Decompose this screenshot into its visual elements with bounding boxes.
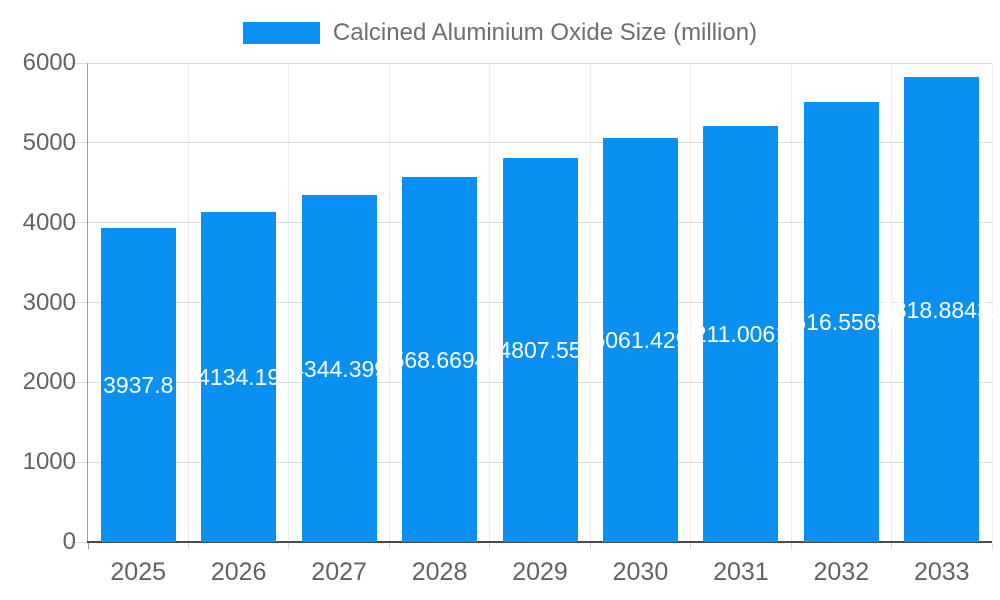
bar[interactable] [100, 227, 176, 542]
y-axis-line [87, 63, 88, 542]
legend-label: Calcined Aluminium Oxide Size (million) [332, 19, 758, 46]
y-tick-label: 1000 [22, 448, 76, 476]
bar-value-label: 5818.88433 [881, 296, 1000, 323]
y-axis-tick [70, 62, 88, 64]
gridline-horizontal [88, 142, 992, 144]
bar[interactable] [904, 77, 980, 542]
x-axis-tick [187, 543, 189, 549]
x-tick-label: 2031 [713, 558, 769, 586]
bar-value-label: 5211.00615 [680, 320, 801, 347]
legend-swatch [242, 22, 320, 44]
y-tick-label: 4000 [22, 208, 76, 236]
y-axis-tick [70, 222, 88, 224]
y-axis-tick [70, 142, 88, 144]
x-tick-label: 2026 [210, 558, 267, 586]
bar[interactable] [803, 101, 879, 542]
bar-value-label: 5516.55659 [780, 308, 903, 335]
x-axis-tick [891, 543, 893, 549]
x-tick-label: 2027 [311, 558, 367, 586]
x-axis-tick [388, 543, 390, 549]
bar[interactable] [703, 125, 779, 542]
x-axis-tick [790, 543, 792, 549]
x-axis-tick [87, 543, 89, 549]
y-axis-tick [70, 381, 88, 383]
y-tick-label: 5000 [22, 128, 76, 156]
x-axis-tick [991, 543, 993, 549]
legend: Calcined Aluminium Oxide Size (million) [0, 19, 1000, 46]
y-axis-tick [70, 302, 88, 303]
bar-value-label: 4344.399 [291, 355, 388, 382]
bar[interactable] [402, 177, 478, 542]
bar[interactable] [301, 195, 377, 542]
x-tick-label: 2028 [411, 558, 468, 586]
gridline-vertical [991, 63, 993, 542]
bar-value-label: 4568.66943 [378, 346, 501, 373]
y-tick-label: 2000 [22, 368, 76, 396]
x-tick-label: 2029 [512, 558, 568, 586]
x-axis-tick [589, 543, 591, 549]
y-tick-label: 0 [62, 528, 76, 555]
bar-value-label: 5061.429 [592, 326, 689, 353]
x-tick-label: 2030 [612, 558, 669, 586]
x-tick-label: 2033 [913, 558, 970, 586]
y-tick-label: 6000 [22, 49, 76, 76]
y-axis-tick [70, 541, 88, 543]
bar[interactable] [502, 158, 578, 542]
x-tick-label: 2025 [110, 558, 167, 586]
x-axis-line [87, 541, 992, 543]
x-axis-tick [489, 543, 491, 549]
bar[interactable] [602, 137, 678, 542]
y-tick-label: 3000 [22, 288, 76, 316]
bar-value-label: 3937.8 [103, 371, 174, 398]
x-axis-tick [690, 543, 692, 549]
y-axis-tick [70, 461, 88, 463]
bar[interactable] [201, 211, 277, 542]
gridline-horizontal [88, 62, 992, 64]
x-axis-tick [288, 543, 290, 549]
bar-value-label: 4807.55 [498, 337, 582, 364]
x-tick-label: 2032 [813, 558, 870, 586]
bar-value-label: 4134.19 [197, 363, 281, 390]
